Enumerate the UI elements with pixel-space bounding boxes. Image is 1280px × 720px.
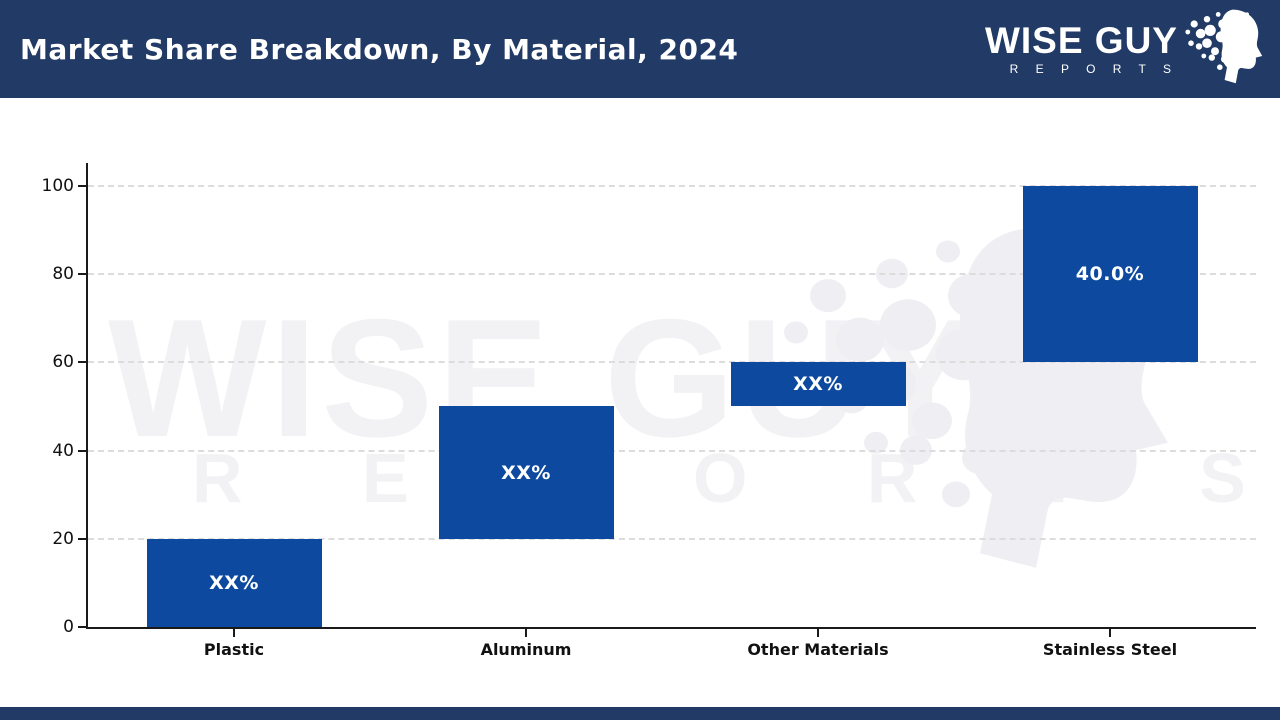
- y-tick-label: 80: [52, 264, 74, 285]
- bar-aluminum: XX%: [438, 406, 614, 539]
- y-tick-label: 0: [63, 617, 74, 637]
- wiseguy-face-icon: [1185, 9, 1263, 84]
- y-tick-mark: [78, 449, 86, 452]
- bar-stainless-steel: 40.0%: [1022, 185, 1198, 363]
- bar-value-label: 40.0%: [1075, 263, 1145, 286]
- x-tick-mark: [817, 629, 819, 637]
- gridline: [88, 184, 1256, 187]
- gridline: [88, 273, 1256, 276]
- x-category-label: Aluminum: [480, 640, 572, 659]
- footer-bar: [0, 707, 1280, 720]
- bar-value-label: XX%: [793, 373, 843, 396]
- x-category-label: Stainless Steel: [1042, 640, 1178, 659]
- y-tick-label: 40: [52, 440, 74, 461]
- y-tick-mark: [78, 537, 86, 540]
- x-axis-spine: [86, 627, 1256, 629]
- y-tick-label: 60: [52, 352, 74, 373]
- bar-value-label: XX%: [501, 461, 551, 484]
- logo-wordmark: WISE GUY: [984, 19, 1178, 61]
- x-category-label: Plastic: [203, 640, 265, 659]
- x-tick-mark: [525, 629, 527, 637]
- x-tick-mark: [1109, 629, 1111, 637]
- gridline: [88, 449, 1256, 452]
- header-bar: Market Share Breakdown, By Material, 202…: [0, 0, 1280, 98]
- logo-subtitle: R E P O R T S: [1009, 61, 1178, 76]
- page-title: Market Share Breakdown, By Material, 202…: [20, 32, 739, 66]
- bar-other-materials: XX%: [730, 362, 906, 407]
- y-tick-label: 100: [41, 175, 74, 196]
- bar-plastic: XX%: [146, 538, 322, 627]
- y-tick-label: 20: [52, 528, 74, 549]
- wiseguy-logo: WISE GUY R E P O R T S: [985, 8, 1266, 88]
- y-tick-mark: [78, 184, 86, 187]
- y-tick-mark: [78, 273, 86, 276]
- y-tick-mark: [78, 361, 86, 364]
- gridline: [88, 537, 1256, 540]
- x-tick-mark: [233, 629, 235, 637]
- bar-value-label: XX%: [209, 571, 259, 594]
- y-tick-mark: [78, 626, 86, 628]
- gridline: [88, 361, 1256, 364]
- x-category-label: Other Materials: [747, 640, 889, 659]
- y-axis-spine: [86, 163, 88, 629]
- wiseguy-logo-text: WISE GUY R E P O R T S: [985, 22, 1178, 75]
